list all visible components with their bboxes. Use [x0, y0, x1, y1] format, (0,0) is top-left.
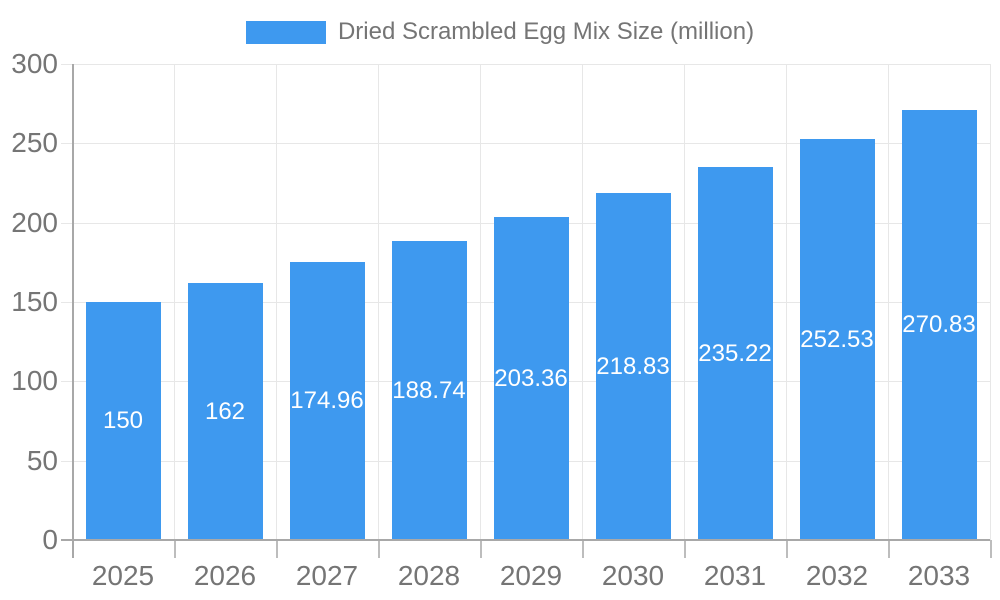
bar-value-label: 150 — [102, 407, 144, 434]
bar-2029[interactable] — [494, 217, 569, 539]
legend-swatch-icon — [245, 20, 326, 44]
bar-2031[interactable] — [698, 167, 773, 539]
y-gridline — [61, 64, 990, 65]
x-axis-tick-label: 2031 — [703, 560, 767, 591]
x-axis-tick-label: 2030 — [601, 560, 665, 591]
bar-2026[interactable] — [188, 283, 263, 539]
bar-2027[interactable] — [290, 262, 365, 539]
bar-value-label: 270.83 — [902, 311, 976, 338]
bar-value-label: 162 — [204, 398, 246, 425]
bar-value-label: 188.74 — [392, 377, 466, 404]
x-axis-tick — [276, 540, 278, 558]
x-axis-tick-label: 2026 — [193, 560, 257, 591]
y-axis-tick-label: 200 — [11, 207, 58, 238]
bar-2025[interactable] — [86, 302, 161, 539]
x-axis-tick — [582, 540, 584, 558]
x-axis-tick — [480, 540, 482, 558]
y-axis-tick-label: 250 — [11, 127, 58, 158]
x-axis-tick-label: 2025 — [91, 560, 155, 591]
y-axis-line — [72, 64, 74, 558]
x-gridline — [378, 64, 379, 540]
bar-2030[interactable] — [596, 193, 671, 539]
x-gridline — [888, 64, 889, 540]
y-axis-tick-label: 150 — [11, 286, 58, 317]
bar-2028[interactable] — [392, 241, 467, 539]
bar-value-label: 235.22 — [698, 340, 772, 367]
x-axis-tick-label: 2028 — [397, 560, 461, 591]
x-axis-tick — [174, 540, 176, 558]
y-axis-tick-label: 50 — [26, 445, 58, 476]
x-gridline — [684, 64, 685, 540]
x-gridline — [480, 64, 481, 540]
x-gridline — [174, 64, 175, 540]
bar-value-label: 174.96 — [290, 387, 364, 414]
x-gridline — [990, 64, 991, 540]
x-axis-tick-label: 2033 — [907, 560, 971, 591]
legend-label: Dried Scrambled Egg Mix Size (million) — [337, 18, 755, 45]
x-axis-tick-label: 2029 — [499, 560, 563, 591]
y-gridline — [61, 143, 990, 144]
y-axis-tick-label: 0 — [42, 524, 58, 555]
x-gridline — [786, 64, 787, 540]
bar-value-label: 218.83 — [596, 353, 670, 380]
bar-2032[interactable] — [800, 139, 875, 539]
y-axis-tick-label: 300 — [11, 48, 58, 79]
bar-2033[interactable] — [902, 110, 977, 539]
x-axis-tick — [888, 540, 890, 558]
bar-value-label: 252.53 — [800, 326, 874, 353]
x-axis-tick — [990, 540, 992, 558]
bar-value-label: 203.36 — [494, 365, 568, 392]
x-axis-tick-label: 2027 — [295, 560, 359, 591]
x-axis-line — [61, 539, 990, 541]
y-axis-tick-label: 100 — [11, 365, 58, 396]
x-gridline — [582, 64, 583, 540]
x-axis-tick — [786, 540, 788, 558]
x-axis-tick — [378, 540, 380, 558]
x-gridline — [276, 64, 277, 540]
chart-legend[interactable]: Dried Scrambled Egg Mix Size (million) — [0, 18, 1000, 46]
x-axis-tick — [684, 540, 686, 558]
x-axis-tick-label: 2032 — [805, 560, 869, 591]
